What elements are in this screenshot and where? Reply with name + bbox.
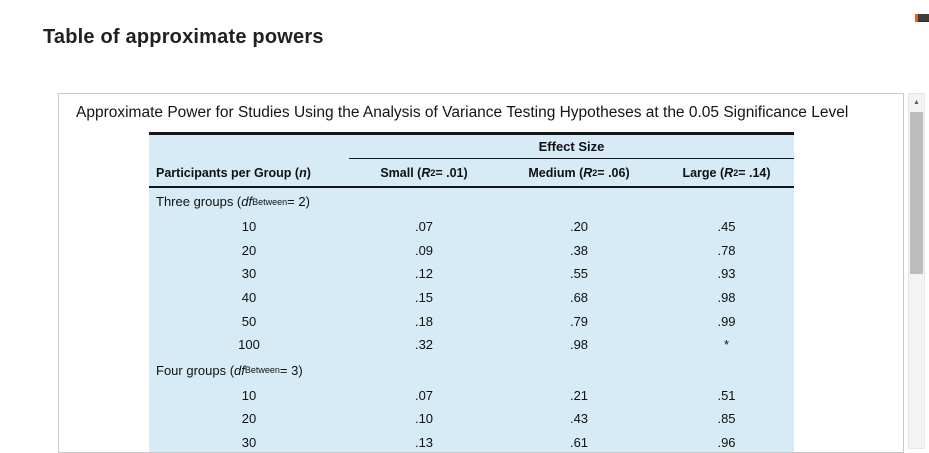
power-value-cell: .55 xyxy=(569,266,589,282)
power-value-cell: .43 xyxy=(569,411,589,427)
effect-size-spanner-label: Effect Size xyxy=(349,135,794,159)
window-control-fragment xyxy=(915,14,929,22)
table-row: 20 .10 .43 .85 xyxy=(149,407,794,431)
table-row: 40 .15 .68 .98 xyxy=(149,286,794,310)
spanner-spacer-cell xyxy=(149,135,349,159)
power-value-cell: .98 xyxy=(717,290,736,306)
table-row: 20 .09 .38 .78 xyxy=(149,239,794,263)
participants-cell: 10 xyxy=(241,387,257,403)
column-header-medium: Medium (R 2 = .06) xyxy=(528,165,630,180)
power-value-cell: .32 xyxy=(414,337,434,353)
power-value-cell: .45 xyxy=(717,219,736,235)
table-header-row: Participants per Group (n) Small (R 2 = .… xyxy=(149,159,794,188)
power-value-cell: .79 xyxy=(569,313,589,329)
table-row: 100 .32 .98 * xyxy=(149,333,794,357)
power-value-cell: .20 xyxy=(569,219,589,235)
power-value-cell: .15 xyxy=(414,290,434,306)
power-value-cell: .07 xyxy=(414,387,434,403)
power-value-cell: .10 xyxy=(414,411,434,427)
table-row: 50 .18 .79 .99 xyxy=(149,309,794,333)
participants-cell: 30 xyxy=(241,435,257,451)
power-value-cell: .12 xyxy=(414,266,434,282)
table-row: 10 .07 .20 .45 xyxy=(149,215,794,239)
section-label-row: Three groups (df Between = 2) xyxy=(156,194,310,209)
power-value-cell: .07 xyxy=(414,219,434,235)
table-row: 10 .07 .21 .51 xyxy=(149,384,794,408)
power-value-cell: .21 xyxy=(569,387,589,403)
power-value-cell: * xyxy=(723,337,730,353)
power-value-cell: .99 xyxy=(717,313,736,329)
participants-cell: 100 xyxy=(238,337,260,353)
up-arrow-icon: ▲ xyxy=(913,98,920,106)
effect-size-spanner-row: Effect Size xyxy=(149,135,794,159)
table-scroll-panel: Approximate Power for Studies Using the … xyxy=(58,93,904,453)
participants-cell: 30 xyxy=(241,266,257,282)
page-title: Table of approximate powers xyxy=(43,26,324,48)
power-value-cell: .96 xyxy=(717,435,736,451)
participants-cell: 40 xyxy=(241,290,257,306)
power-value-cell: .68 xyxy=(569,290,589,306)
section-label-row: Four groups (df Between = 3) xyxy=(156,362,303,378)
power-value-cell: .09 xyxy=(414,242,434,258)
table-body: Three groups (df Between = 2) 10 .07 .20 .45 2… xyxy=(149,188,794,452)
power-value-cell: .85 xyxy=(717,411,736,427)
table-row: 30 .12 .55 .93 xyxy=(149,262,794,286)
participants-cell: 20 xyxy=(241,411,257,427)
power-value-cell: .98 xyxy=(569,337,589,353)
participants-cell: 10 xyxy=(241,219,257,235)
scrollbar-up-button[interactable]: ▲ xyxy=(909,94,924,110)
vertical-scrollbar[interactable]: ▲ xyxy=(908,93,925,449)
column-header-participants: Participants per Group (n) xyxy=(156,165,311,180)
column-header-small: Small (R 2 = .01) xyxy=(380,165,468,180)
power-table: Effect Size Participants per Group (n) S… xyxy=(149,132,794,452)
table-caption: Approximate Power for Studies Using the … xyxy=(76,104,849,121)
power-value-cell: .51 xyxy=(717,387,736,403)
power-value-cell: .93 xyxy=(717,266,736,282)
power-value-cell: .18 xyxy=(414,313,434,329)
power-value-cell: .61 xyxy=(569,435,589,451)
power-value-cell: .13 xyxy=(414,435,434,451)
participants-cell: 50 xyxy=(241,313,257,329)
power-value-cell: .78 xyxy=(717,242,736,258)
participants-cell: 20 xyxy=(241,242,257,258)
power-value-cell: .38 xyxy=(569,242,589,258)
column-header-large: Large (R 2 = .14) xyxy=(682,165,771,180)
table-row: 30 .13 .61 .96 xyxy=(149,431,794,452)
scrollbar-thumb[interactable] xyxy=(910,112,923,274)
